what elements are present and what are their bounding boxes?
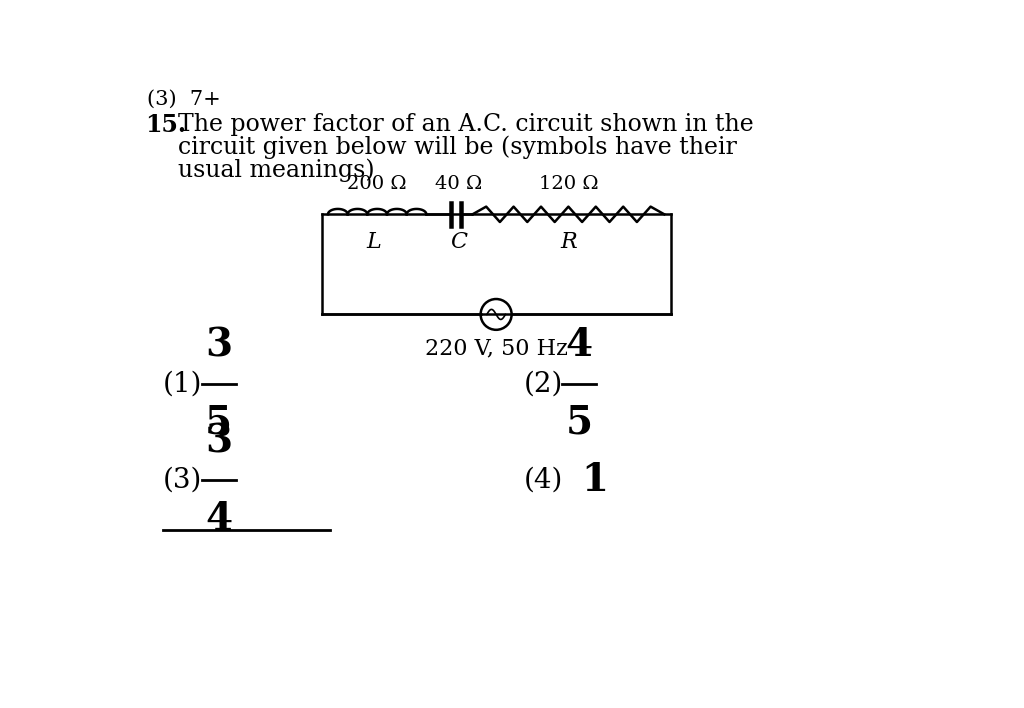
Text: 4: 4	[565, 326, 593, 364]
Text: (3): (3)	[163, 467, 203, 493]
Text: 5: 5	[565, 404, 593, 441]
Text: C: C	[450, 232, 467, 253]
Text: 5: 5	[205, 404, 232, 441]
Text: The power factor of an A.C. circuit shown in the: The power factor of an A.C. circuit show…	[178, 113, 754, 136]
Text: R: R	[560, 232, 577, 253]
Text: 3: 3	[205, 326, 232, 364]
Text: (2): (2)	[523, 370, 562, 397]
Text: 200 Ω: 200 Ω	[347, 175, 407, 193]
Text: 1: 1	[582, 461, 608, 499]
Text: 3: 3	[205, 423, 232, 460]
Text: usual meanings): usual meanings)	[178, 159, 375, 183]
Text: 40 Ω: 40 Ω	[434, 175, 481, 193]
Text: circuit given below will be (symbols have their: circuit given below will be (symbols hav…	[178, 136, 737, 159]
Text: 15.: 15.	[145, 113, 186, 137]
Text: 220 V, 50 Hz: 220 V, 50 Hz	[425, 338, 567, 360]
Text: (1): (1)	[163, 370, 203, 397]
Text: (3)  7+: (3) 7+	[147, 90, 221, 108]
Text: 4: 4	[205, 500, 232, 537]
Text: (4): (4)	[523, 467, 562, 493]
Text: 120 Ω: 120 Ω	[539, 175, 598, 193]
Text: L: L	[366, 232, 381, 253]
